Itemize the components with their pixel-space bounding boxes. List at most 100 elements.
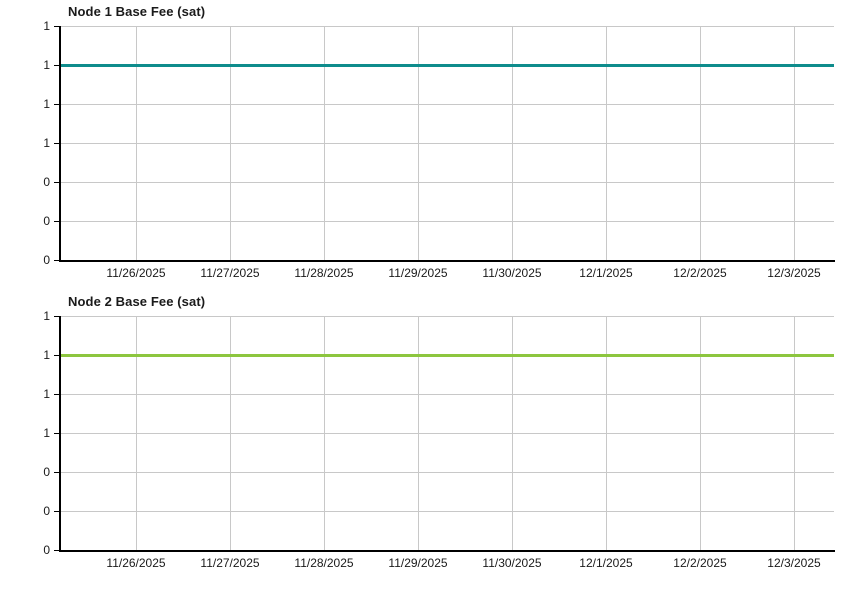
x-axis-tick-label: 11/30/2025 (482, 266, 542, 280)
x-axis-tick-label-wrap: 12/3/2025 (734, 554, 854, 570)
series-data-point (699, 64, 702, 67)
y-axis-tick-label: 1 (43, 19, 50, 33)
x-axis-tick-label: 11/29/2025 (388, 556, 448, 570)
gridline-vertical (418, 316, 419, 550)
gridline-vertical (230, 316, 231, 550)
y-axis-tick (54, 355, 60, 356)
y-axis-tick (54, 260, 60, 261)
y-axis-tick-label: 0 (43, 504, 50, 518)
plot-area (60, 26, 834, 261)
gridline-vertical (606, 316, 607, 550)
gridline-horizontal (60, 182, 834, 183)
y-axis-tick-label: 1 (43, 309, 50, 323)
x-axis-tick-label-wrap: 11/28/2025 (264, 264, 384, 280)
x-axis-tick-label: 11/28/2025 (294, 556, 354, 570)
x-axis-tick-label-wrap: 11/30/2025 (452, 264, 572, 280)
gridline-vertical (700, 26, 701, 260)
y-axis-tick (54, 316, 60, 317)
y-axis-tick-label: 0 (43, 253, 50, 267)
y-axis-tick-label: 0 (43, 465, 50, 479)
x-axis-tick-label-wrap: 12/1/2025 (546, 264, 666, 280)
y-axis-tick-label-wrap: 1 (0, 310, 50, 322)
x-axis-tick-label: 11/27/2025 (200, 266, 260, 280)
series-data-point (417, 354, 420, 357)
x-axis-spine (59, 260, 835, 262)
series-data-point (699, 354, 702, 357)
series-line (60, 354, 834, 357)
y-axis-tick (54, 221, 60, 222)
x-axis-tick-label: 11/26/2025 (106, 556, 166, 570)
y-axis-tick-label: 0 (43, 214, 50, 228)
y-axis-tick-label: 1 (43, 387, 50, 401)
series-data-point (605, 354, 608, 357)
x-axis-tick-label: 12/1/2025 (579, 266, 633, 280)
y-axis-tick-label-wrap: 0 (0, 254, 50, 266)
chart-title: Node 1 Base Fee (sat) (68, 4, 206, 19)
x-axis-tick-label: 11/27/2025 (200, 556, 260, 570)
gridline-vertical (324, 316, 325, 550)
series-data-point (323, 64, 326, 67)
gridline-horizontal (60, 472, 834, 473)
gridline-vertical (136, 316, 137, 550)
plot-area (60, 316, 834, 551)
x-axis-tick-label: 11/30/2025 (482, 556, 542, 570)
y-axis-tick-label-wrap: 0 (0, 544, 50, 556)
series-line (60, 64, 834, 67)
y-axis-tick-label-wrap: 1 (0, 59, 50, 71)
x-axis-tick-label-wrap: 11/29/2025 (358, 554, 478, 570)
gridline-horizontal (60, 221, 834, 222)
gridline-horizontal (60, 26, 834, 27)
series-data-point (135, 354, 138, 357)
y-axis-tick-label-wrap: 0 (0, 215, 50, 227)
gridline-vertical (794, 316, 795, 550)
series-data-point (793, 64, 796, 67)
y-axis-tick-label-wrap: 1 (0, 349, 50, 361)
gridline-horizontal (60, 511, 834, 512)
y-axis-tick (54, 394, 60, 395)
series-data-point (323, 354, 326, 357)
y-axis-tick (54, 26, 60, 27)
x-axis-tick-label-wrap: 11/27/2025 (170, 554, 290, 570)
gridline-vertical (794, 26, 795, 260)
gridline-horizontal (60, 433, 834, 434)
chart-panel-node-1-base-fee: Node 1 Base Fee (sat) 1 1 1 1 0 0 0 11/26/2025 11… (0, 0, 860, 290)
y-axis-tick (54, 472, 60, 473)
y-axis-tick-label: 0 (43, 543, 50, 557)
gridline-horizontal (60, 104, 834, 105)
series-data-point (229, 354, 232, 357)
gridline-vertical (700, 316, 701, 550)
x-axis-tick-label-wrap: 11/26/2025 (76, 264, 196, 280)
y-axis-tick-label-wrap: 1 (0, 427, 50, 439)
x-axis-tick-label-wrap: 11/26/2025 (76, 554, 196, 570)
y-axis-tick (54, 65, 60, 66)
series-data-point (605, 64, 608, 67)
x-axis-tick-label: 12/3/2025 (767, 556, 821, 570)
y-axis-tick-label: 1 (43, 426, 50, 440)
y-axis-tick-label: 0 (43, 175, 50, 189)
y-axis-tick (54, 511, 60, 512)
y-axis-tick (54, 143, 60, 144)
y-axis-tick (54, 104, 60, 105)
series-data-point (511, 64, 514, 67)
x-axis-spine (59, 550, 835, 552)
y-axis-tick-label-wrap: 1 (0, 20, 50, 32)
y-axis-tick-label-wrap: 1 (0, 98, 50, 110)
series-data-point (793, 354, 796, 357)
x-axis-tick-label-wrap: 12/3/2025 (734, 264, 854, 280)
chart-panel-node-2-base-fee: Node 2 Base Fee (sat) 1 1 1 1 0 0 0 11/26/2025 11… (0, 290, 860, 580)
chart-title: Node 2 Base Fee (sat) (68, 294, 206, 309)
gridline-horizontal (60, 394, 834, 395)
x-axis-tick-label-wrap: 11/28/2025 (264, 554, 384, 570)
x-axis-tick-label-wrap: 12/2/2025 (640, 264, 760, 280)
y-axis-tick-label: 1 (43, 348, 50, 362)
x-axis-tick-label-wrap: 11/30/2025 (452, 554, 572, 570)
y-axis-tick-label: 1 (43, 136, 50, 150)
y-axis-tick-label-wrap: 1 (0, 137, 50, 149)
y-axis-tick-label-wrap: 0 (0, 505, 50, 517)
gridline-horizontal (60, 316, 834, 317)
gridline-vertical (418, 26, 419, 260)
x-axis-tick-label-wrap: 12/2/2025 (640, 554, 760, 570)
y-axis-tick-label-wrap: 0 (0, 176, 50, 188)
x-axis-tick-label-wrap: 11/29/2025 (358, 264, 478, 280)
